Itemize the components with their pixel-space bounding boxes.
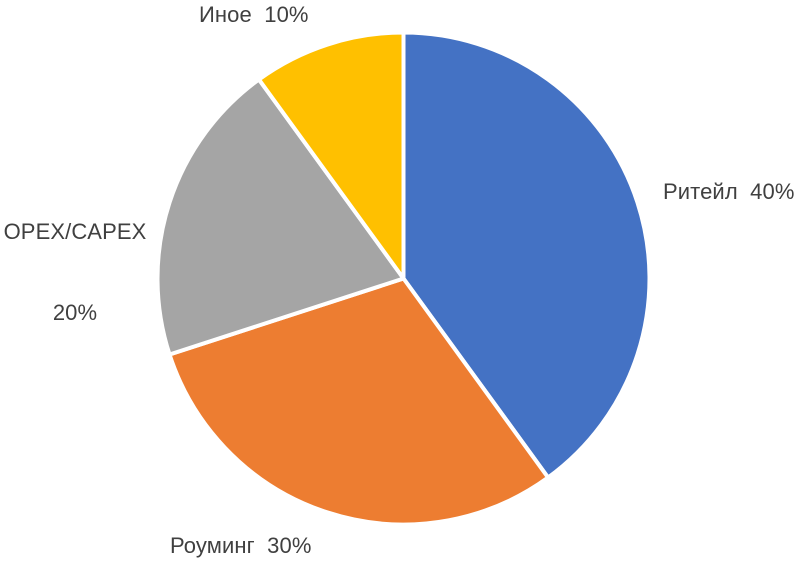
pie-label-roaming: Роуминг 30% [170, 533, 312, 558]
pie-slice-роуминг[interactable] [167, 276, 551, 527]
pie-label-retail: Ритейл 40% [663, 179, 795, 204]
pie-slice-opex-capex[interactable] [155, 77, 406, 357]
pie-label-opex-capex-name: OPEX/CAPEX [3, 219, 147, 244]
pie-slice-ритейл[interactable] [401, 30, 652, 480]
pie-slices-group [155, 30, 652, 527]
pie-label-other: Иное 10% [199, 2, 309, 27]
pie-label-opex-capex: OPEX/CAPEX 20% [0, 164, 150, 380]
pie-label-opex-capex-value: 20% [52, 300, 98, 325]
pie-slice-иное[interactable] [256, 30, 406, 281]
